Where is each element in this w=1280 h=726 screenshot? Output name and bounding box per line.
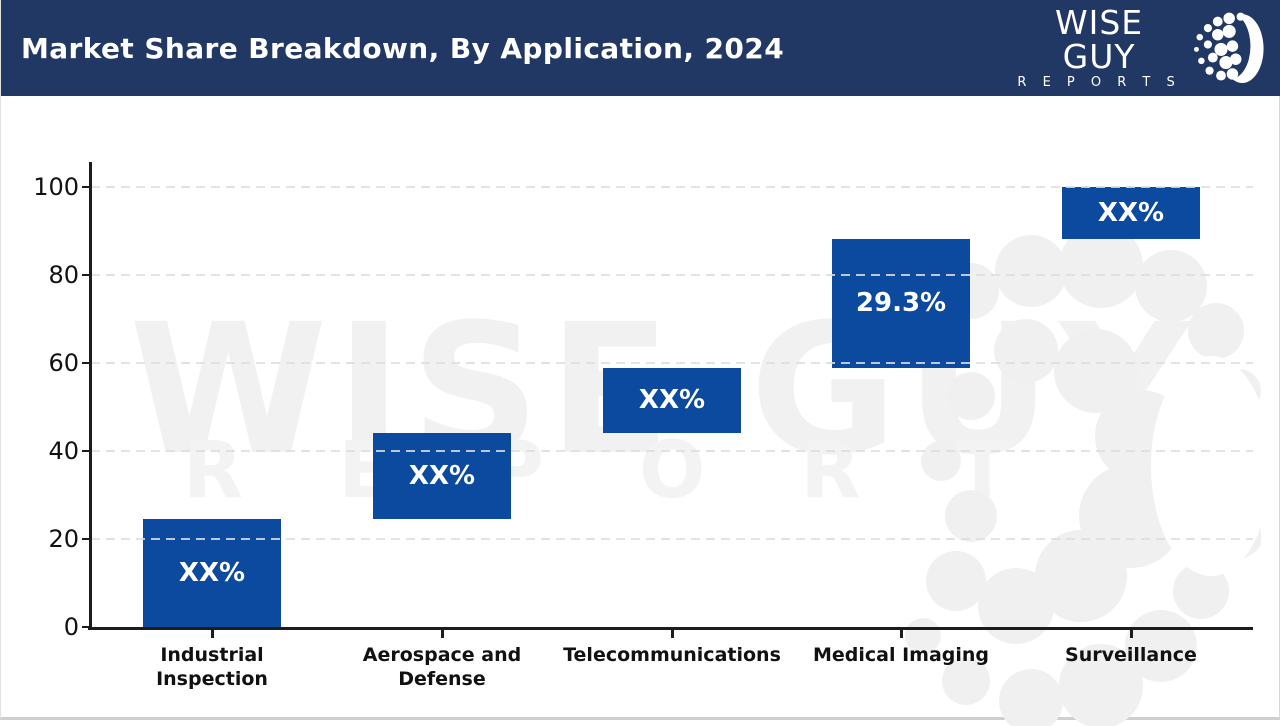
y-axis-tick [82,626,91,628]
y-axis-tick [82,362,91,364]
x-axis-category-label: Aerospace and Defense [322,643,562,691]
bar-medical-imaging [832,238,970,368]
bar-value-label: 29.3% [855,288,947,319]
gridline-y100 [91,186,1253,188]
bar-aerospace-and-defense [373,432,511,520]
x-axis-label-line: Surveillance [1065,644,1197,666]
x-axis-label-line: Industrial [160,644,264,666]
logo-face-icon [1194,12,1264,83]
bar-telecommunications [603,367,741,433]
x-axis-tick [441,630,444,638]
x-axis-tick [900,630,903,638]
bar-value-label: XX% [638,385,706,416]
y-axis-tick [82,274,91,276]
wise-guy-logo: WISE GUY R E P O R T S [1017,6,1267,92]
y-axis-tick-label: 100 [33,173,79,201]
bar-value-label: XX% [1097,197,1165,228]
page-title: Market Share Breakdown, By Application, … [21,31,785,65]
x-axis-line [88,627,1253,630]
x-axis-tick [211,630,214,638]
y-axis-tick-label: 0 [63,613,79,641]
y-axis-tick-label: 40 [48,437,79,465]
x-axis-category-label: Telecommunications [552,643,792,667]
y-axis-tick [82,186,91,188]
y-axis-tick [82,450,91,452]
x-axis-category-label: Surveillance [1011,643,1251,667]
y-axis-tick-label: 20 [48,525,79,553]
gridline-y60 [91,362,1253,364]
y-axis-tick [82,538,91,540]
x-axis-label-line: Telecommunications [563,644,781,666]
watermark-subtitle: R E P O R T S [183,426,1195,516]
bar-surveillance [1062,187,1200,239]
y-axis-line [89,162,92,630]
header-bar: Market Share Breakdown, By Application, … [1,0,1280,96]
logo-text: WISE GUY R E P O R T S [1017,6,1181,92]
gridline-y80 [91,274,1253,276]
x-axis-category-label: Medical Imaging [781,643,1021,667]
x-axis-label-line: Inspection [156,668,268,690]
bar-value-label: XX% [178,558,246,589]
y-axis-tick-label: 80 [48,261,79,289]
bar-value-label: XX% [408,461,476,492]
y-axis-tick-label: 60 [48,349,79,377]
chart-area: WISE GUY R E P O R T S XX%XX%XX%29.3%XX%… [1,96,1280,726]
bar-industrial-inspection [143,519,281,627]
x-axis-category-label: Industrial Inspection [92,643,332,691]
gridline-y40 [91,450,1253,452]
logo-subtitle: R E P O R T S [1017,75,1181,90]
x-axis-label-line: Medical Imaging [812,644,990,666]
x-axis-tick [671,630,674,638]
x-axis-label-line: Aerospace and [362,644,522,666]
x-axis-label-line: Defense [398,668,486,690]
logo-wordmark: WISE GUY [1055,3,1144,76]
gridline-y20 [91,538,1253,540]
x-axis-tick [1130,630,1133,638]
